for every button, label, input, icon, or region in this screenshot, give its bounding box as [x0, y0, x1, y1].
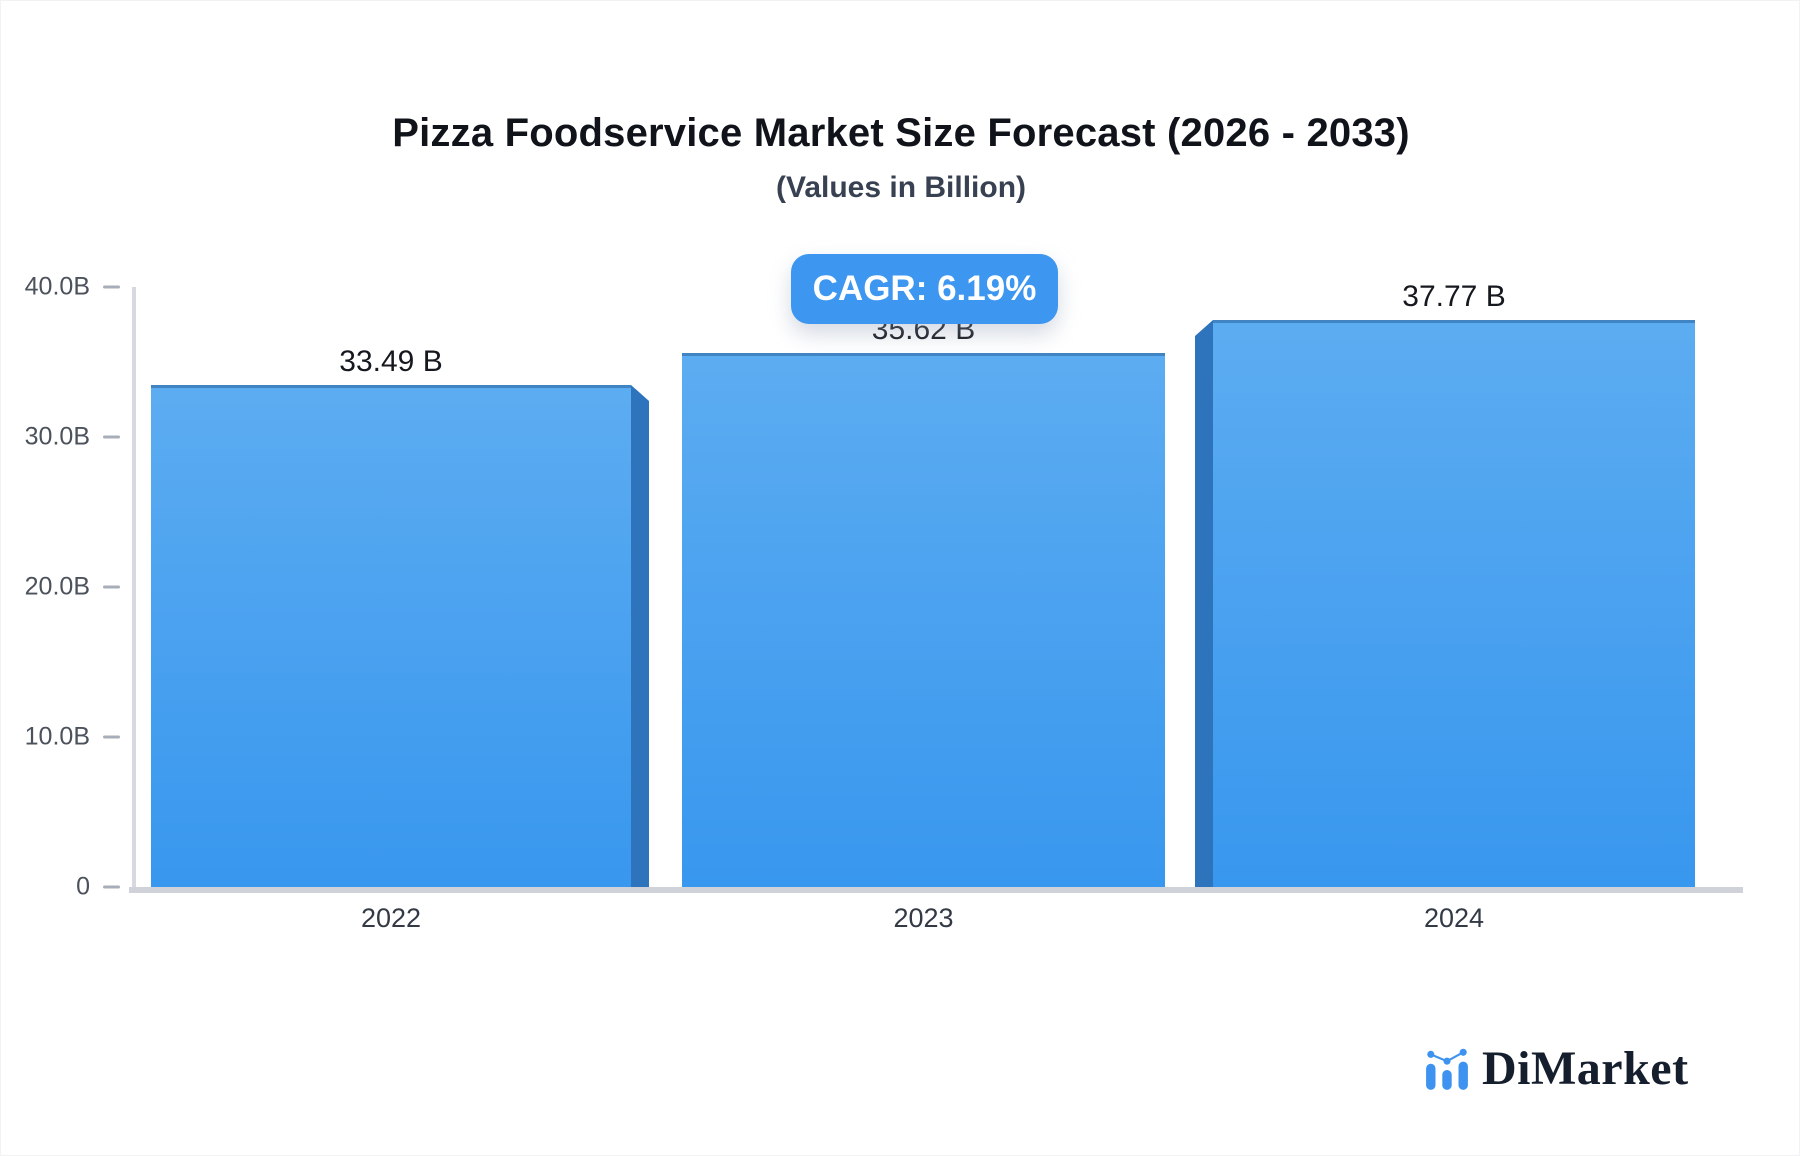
bar-2024-face — [1213, 320, 1695, 887]
tick-mark — [103, 585, 120, 589]
x-axis-label-2023: 2023 — [893, 903, 954, 933]
y-axis-tick: 20.0B — [1, 573, 120, 602]
page-title: Pizza Foodservice Market Size Forecast (… — [392, 111, 1410, 155]
bar-2022-value-label: 33.49 B — [339, 345, 443, 378]
x-axis-label-2022: 2022 — [360, 903, 422, 933]
y-axis-tick-label: 30.0B — [24, 422, 90, 451]
x-axis-line — [129, 887, 1743, 893]
y-axis-tick-label: 10.0B — [24, 722, 90, 751]
y-axis-tick-label: 20.0B — [24, 572, 90, 601]
tick-mark — [103, 285, 120, 289]
bar-2024-value-label: 37.77 B — [1402, 280, 1506, 313]
y-axis-tick: 10.0B — [1, 723, 120, 752]
tick-mark — [103, 735, 120, 739]
bar-2024-side-face — [1195, 320, 1213, 887]
dimarket-logo-text: DiMarket — [1482, 1042, 1689, 1095]
chart-subtitle: (Values in Billion) — [775, 171, 1027, 204]
tick-mark — [103, 885, 120, 889]
bar-2022-side-face — [631, 385, 649, 887]
y-axis-tick: 40.0B — [1, 273, 120, 302]
cagr-badge-label: CAGR: 6.19% — [812, 269, 1037, 308]
bar-2022-face — [151, 385, 631, 887]
y-axis-line — [132, 287, 136, 893]
x-axis-label-2024: 2024 — [1423, 903, 1485, 933]
y-axis-tick: 30.0B — [1, 423, 120, 452]
y-axis-tick-label: 40.0B — [24, 272, 90, 301]
y-axis-tick: 0 — [1, 873, 120, 902]
tick-mark — [103, 435, 120, 439]
bar-chart-trend-icon — [1426, 1048, 1468, 1090]
cagr-badge: CAGR: 6.19% — [791, 254, 1058, 324]
y-axis-tick-label: 0 — [76, 872, 90, 901]
bar-2023-face — [682, 353, 1165, 887]
dimarket-logo: DiMarket — [1424, 1041, 1689, 1097]
